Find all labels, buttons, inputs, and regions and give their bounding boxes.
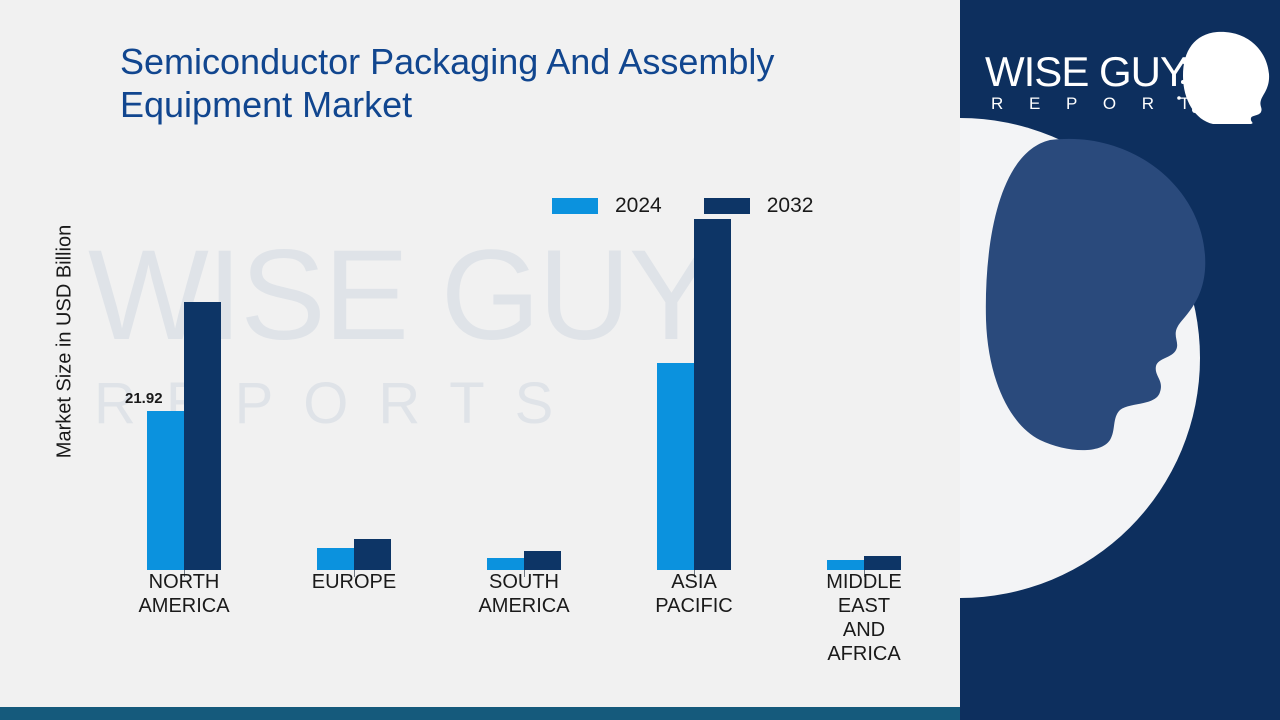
bar-2024[interactable] [827, 560, 864, 570]
legend-label-2024: 2024 [615, 194, 662, 217]
page-title: Semiconductor Packaging And Assembly Equ… [120, 41, 775, 125]
bar-2024[interactable] [487, 558, 524, 570]
bar-group [657, 157, 731, 577]
bar-group [827, 157, 901, 577]
bottom-accent-strip [0, 707, 960, 720]
axis-tick [524, 570, 525, 577]
bar-value-label: 21.92 [125, 390, 163, 407]
bar-2024[interactable] [657, 363, 694, 570]
legend-swatch-2032 [703, 198, 750, 214]
logo-subtitle: R E P O R T S [991, 94, 1238, 113]
bar-2032[interactable] [524, 551, 561, 570]
bar-2024[interactable] [317, 548, 354, 570]
bar-2032[interactable] [354, 539, 391, 570]
bar-group [487, 157, 561, 577]
x-axis-category-label: SOUTH AMERICA [478, 571, 570, 617]
x-axis-category-label: EUROPE [311, 571, 397, 593]
axis-tick [694, 570, 695, 577]
x-axis-category-label: ASIA PACIFIC [655, 571, 733, 617]
chart-legend: 2024 2032 [552, 194, 813, 218]
bar-2032[interactable] [864, 556, 901, 570]
bar-2024[interactable] [147, 411, 184, 570]
brand-logo: WISE GUY R E P O R T S [985, 30, 1270, 124]
legend-item-2024[interactable]: 2024 [552, 194, 662, 218]
bar-group: 21.92 [125, 157, 221, 577]
legend-swatch-2024 [552, 198, 598, 214]
axis-tick [354, 570, 355, 577]
bar-group [317, 157, 391, 577]
plot-area: 21.92 NORTH AMERICA EUROPE SOUTH AMERICA ASI… [100, 150, 940, 665]
x-axis-category-label: NORTH AMERICA [138, 571, 230, 617]
legend-item-2032[interactable]: 2032 [703, 194, 814, 218]
bar-2032[interactable] [694, 219, 731, 570]
head-profile-decoration-icon [985, 138, 1206, 451]
logo-head-profile-icon [1177, 31, 1270, 124]
y-axis-label: Market Size in USD Billion [53, 224, 76, 459]
x-axis-category-label: MIDDLE EAST AND AFRICA [826, 571, 902, 665]
axis-tick [184, 570, 185, 577]
legend-label-2032: 2032 [766, 194, 814, 217]
logo-wordmark: WISE GUY [985, 48, 1188, 95]
bar-2032[interactable] [184, 302, 221, 570]
axis-tick [864, 570, 865, 577]
